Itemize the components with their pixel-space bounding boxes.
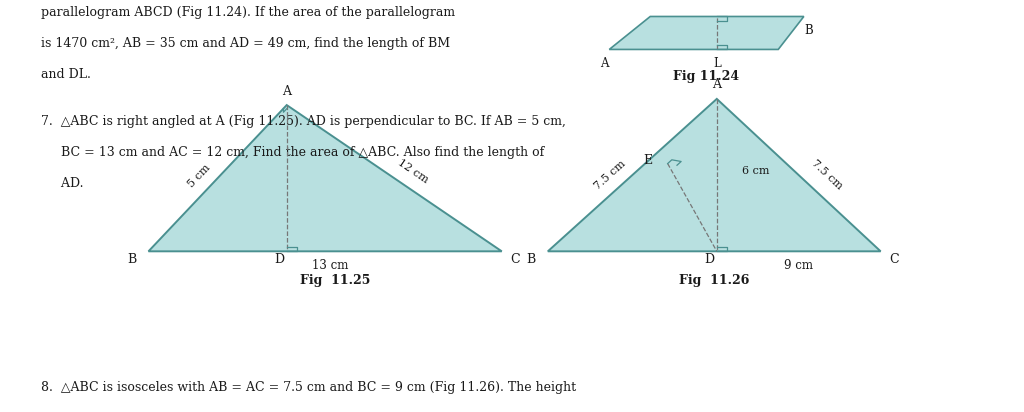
Text: 13 cm: 13 cm (312, 259, 349, 272)
Text: BC = 13 cm and AC = 12 cm, Find the area of △ABC. Also find the length of: BC = 13 cm and AC = 12 cm, Find the area… (41, 146, 544, 159)
Text: 7.5 cm: 7.5 cm (592, 159, 628, 192)
Text: A: A (600, 57, 608, 70)
Text: B: B (526, 253, 536, 267)
Text: and DL.: and DL. (41, 68, 91, 81)
Text: 8.  △ABC is isosceles with AB = AC = 7.5 cm and BC = 9 cm (Fig 11.26). The heigh: 8. △ABC is isosceles with AB = AC = 7.5 … (41, 381, 577, 394)
Text: A: A (283, 84, 291, 98)
Text: B: B (127, 253, 136, 267)
Text: 12 cm: 12 cm (395, 157, 430, 185)
Text: parallelogram ABCD (Fig 11.24). If the area of the parallelogram: parallelogram ABCD (Fig 11.24). If the a… (41, 6, 455, 19)
Text: Fig  11.26: Fig 11.26 (679, 274, 750, 287)
Polygon shape (548, 99, 881, 251)
Text: AD.: AD. (41, 177, 84, 190)
Text: A: A (713, 78, 721, 91)
Text: 7.  △ABC is right angled at A (Fig 11.25). AD is perpendicular to BC. If AB = 5 : 7. △ABC is right angled at A (Fig 11.25)… (41, 115, 566, 129)
Text: 5 cm: 5 cm (186, 163, 212, 190)
Text: 9 cm: 9 cm (784, 259, 813, 272)
Text: is 1470 cm², AB = 35 cm and AD = 49 cm, find the length of BM: is 1470 cm², AB = 35 cm and AD = 49 cm, … (41, 37, 451, 50)
Text: 6 cm: 6 cm (742, 166, 770, 176)
Text: D: D (274, 253, 285, 267)
Text: L: L (713, 57, 721, 70)
Text: 7.5 cm: 7.5 cm (810, 159, 845, 192)
Text: Fig  11.25: Fig 11.25 (300, 274, 371, 287)
Text: E: E (643, 154, 652, 167)
Text: B: B (805, 24, 813, 37)
Polygon shape (148, 105, 502, 251)
Text: D: D (705, 253, 715, 267)
Text: C: C (510, 253, 519, 267)
Text: Fig 11.24: Fig 11.24 (674, 70, 739, 83)
Polygon shape (609, 16, 804, 49)
Text: C: C (889, 253, 898, 267)
